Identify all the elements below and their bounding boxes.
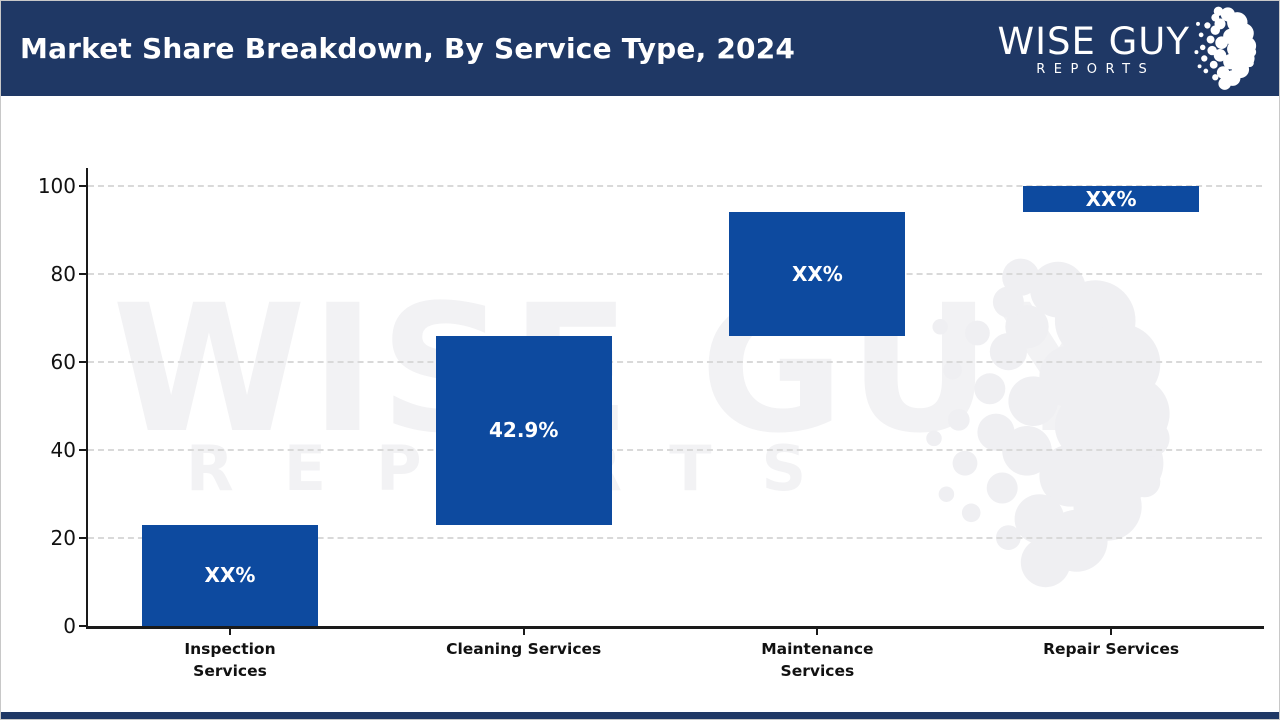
gridline-60 xyxy=(88,361,1262,363)
x-axis-category-label: Repair Services xyxy=(1043,640,1180,658)
bar-value-label: XX% xyxy=(204,563,256,588)
brand-name: WISE GUY xyxy=(997,19,1190,63)
y-axis-tick-mark xyxy=(79,273,88,275)
x-axis-tick-mark xyxy=(1110,626,1113,635)
report-header: Market Share Breakdown, By Service Type,… xyxy=(0,0,1280,96)
x-axis-tick-mark xyxy=(522,626,525,635)
chart-area: WISE GUY REPORTS 020406080100XX%Inspecti… xyxy=(0,96,1280,712)
y-axis-tick-mark xyxy=(79,537,88,539)
report-footer xyxy=(0,712,1280,720)
bar-value-label: XX% xyxy=(1085,187,1137,212)
plot-area: 0 20 40 60 80 100 XX% Inspection Services 42.9% C… xyxy=(0,96,1280,712)
x-axis-tick-mark xyxy=(229,626,231,635)
gridline-40 xyxy=(88,449,1262,451)
x-axis-category-label: Cleaning Services xyxy=(446,640,602,658)
x-axis-category-label: Inspection Services xyxy=(184,640,276,680)
x-axis-category-label: Maintenance Services xyxy=(761,640,874,680)
bar-repair-services xyxy=(1023,186,1200,213)
y-axis-tick-label: 80 xyxy=(50,262,76,286)
bar-inspection-services xyxy=(142,524,318,626)
gridline-100 xyxy=(88,185,1262,187)
y-axis-tick-label: 60 xyxy=(50,350,76,374)
brand-logo: WISE GUY REPORTS xyxy=(998,4,1264,94)
y-axis-tick-label: 40 xyxy=(50,438,76,462)
y-axis-spine xyxy=(86,168,88,628)
gridline-80 xyxy=(88,273,1262,275)
y-axis-tick-mark xyxy=(79,361,88,363)
y-axis-tick-mark xyxy=(79,185,88,187)
x-axis-spine xyxy=(86,626,1264,629)
brand-subname: REPORTS xyxy=(1036,61,1156,77)
x-axis-tick-mark xyxy=(816,626,819,635)
y-axis-tick-mark xyxy=(79,625,88,627)
y-axis-tick-mark xyxy=(79,449,88,451)
page-title: Market Share Breakdown, By Service Type,… xyxy=(20,31,796,65)
bar-cleaning-services xyxy=(435,335,612,525)
bar-maintenance-services xyxy=(729,212,906,336)
y-axis-tick-label: 0 xyxy=(63,614,76,638)
gridline-20 xyxy=(88,537,1262,539)
y-axis-tick-label: 20 xyxy=(50,526,76,550)
brand-logo-text: WISE GUY REPORTS xyxy=(998,23,1190,76)
bar-value-label: XX% xyxy=(791,262,843,286)
y-axis-tick-label: 100 xyxy=(37,174,76,198)
bar-value-label: 42.9% xyxy=(488,418,559,443)
